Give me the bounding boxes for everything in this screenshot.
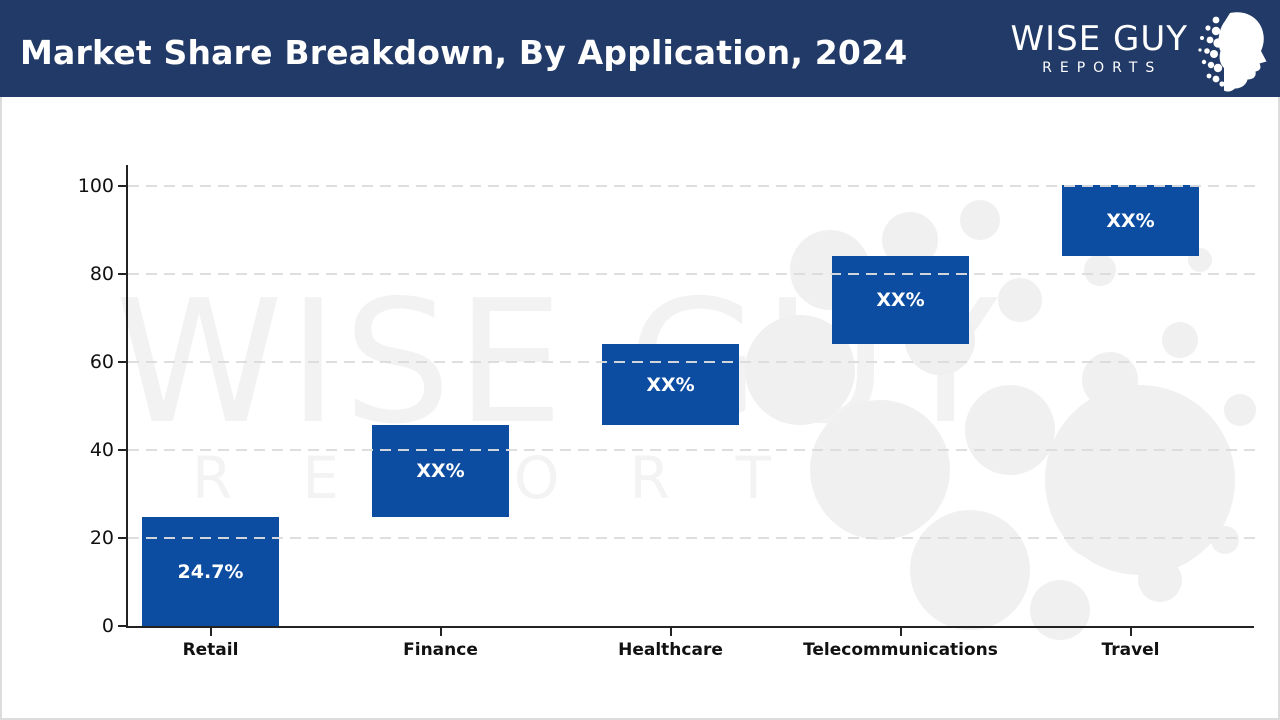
logo-head-icon: [1198, 11, 1267, 92]
gridline-40: [128, 449, 1255, 451]
gridline-80: [128, 273, 1255, 275]
y-tick-label: 20: [89, 527, 114, 549]
x-tick-label: Retail: [182, 640, 239, 660]
y-tick-label: 80: [89, 263, 114, 285]
y-tick: [118, 185, 126, 187]
x-tick: [209, 628, 212, 636]
bar-value-label: XX%: [1106, 209, 1155, 232]
gridline-100: [128, 185, 1255, 187]
bar-retail: [142, 517, 279, 626]
brand-wordmark: WISE GUY REPORTS: [1010, 22, 1188, 76]
page-title: Market Share Breakdown, By Application, …: [20, 33, 908, 72]
y-tick-label: 40: [89, 439, 114, 461]
x-tick-label: Travel: [1101, 640, 1160, 660]
x-tick: [899, 628, 902, 636]
x-tick: [439, 628, 442, 636]
bar-telecommunications: [832, 256, 969, 344]
watermark-dots-head-icon: [745, 200, 1256, 640]
gridline-20: [128, 537, 1255, 539]
x-tick-label: Healthcare: [618, 640, 723, 660]
x-tick-label: Telecommunications: [803, 640, 998, 660]
y-tick: [118, 449, 126, 451]
y-tick: [118, 537, 126, 539]
y-axis: [126, 165, 128, 628]
x-tick: [669, 628, 672, 636]
bar-travel: [1062, 185, 1199, 257]
gridline-60: [128, 361, 1255, 363]
x-tick-label: Finance: [403, 640, 478, 660]
brand-tagline: REPORTS: [1042, 59, 1163, 76]
y-tick: [118, 361, 126, 363]
bar-finance: [372, 425, 509, 518]
y-tick-label: 60: [89, 351, 114, 373]
y-tick-label: 100: [77, 175, 114, 197]
y-tick: [118, 625, 126, 627]
x-axis: [126, 626, 1254, 628]
x-tick: [1129, 628, 1132, 636]
bar-value-label: XX%: [646, 373, 695, 396]
bar-healthcare: [602, 343, 739, 426]
bar-value-label: XX%: [876, 289, 925, 312]
brand-name: WISE GUY: [1010, 18, 1188, 59]
header-bar: Market Share Breakdown, By Application, …: [0, 0, 1280, 97]
watermark-tagline: REPORTS: [192, 444, 948, 512]
bar-value-label: XX%: [416, 460, 465, 483]
y-tick: [118, 273, 126, 275]
brand-logo: WISE GUY REPORTS: [1010, 0, 1268, 97]
y-tick-label: 0: [101, 615, 114, 637]
bar-value-label: 24.7%: [177, 560, 244, 583]
